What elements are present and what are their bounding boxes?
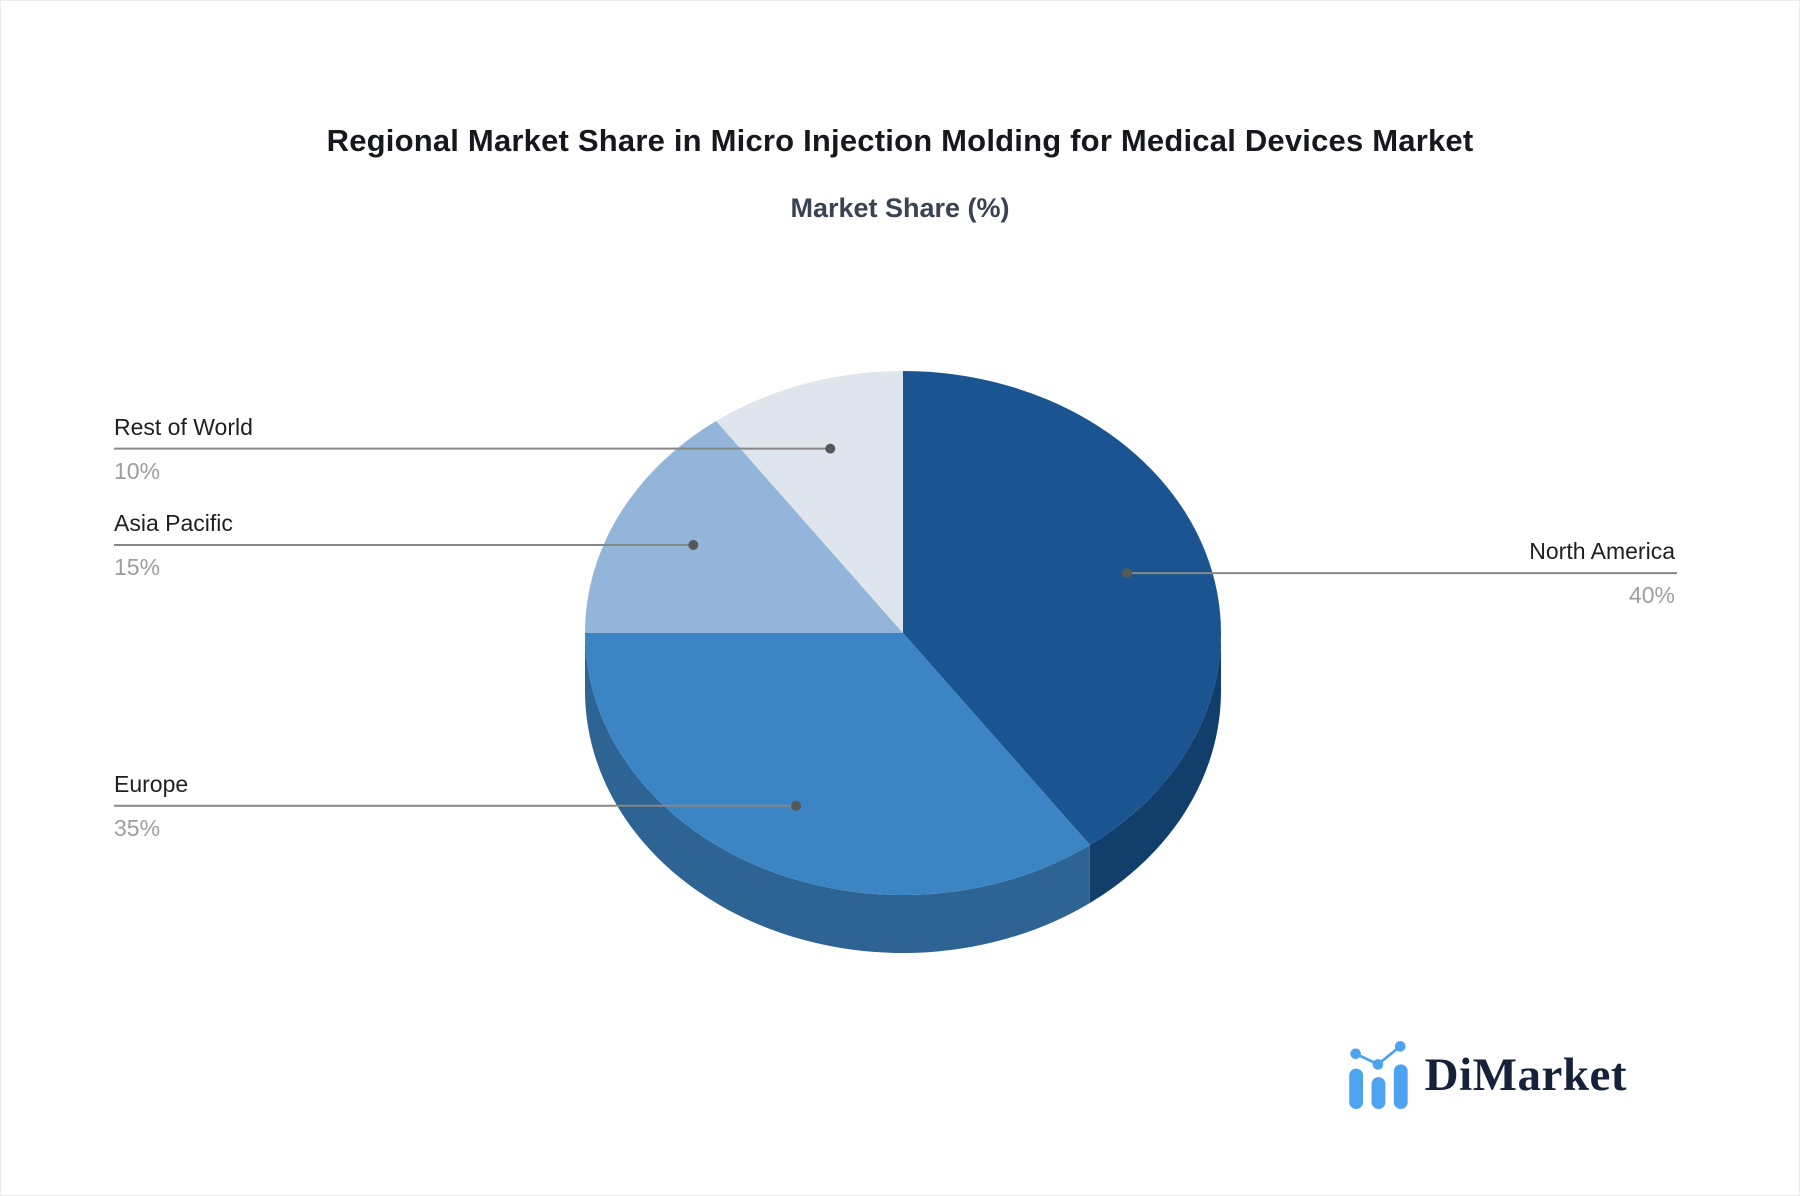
leader-dot-europe	[791, 800, 802, 811]
slice-label-north-america: North America	[1529, 538, 1675, 565]
chart-title: Regional Market Share in Micro Injection…	[326, 123, 1474, 158]
leader-dot-asia-pacific	[688, 539, 699, 550]
pie-slice-north-america[interactable]	[903, 371, 1221, 845]
slice-value-asia-pacific: 15%	[114, 553, 161, 580]
pie-slice-side-north-america	[1089, 633, 1221, 903]
slice-label-asia-pacific: Asia Pacific	[114, 509, 233, 536]
slice-value-north-america: 40%	[1628, 582, 1675, 609]
pie-slice-rest-of-world[interactable]	[716, 371, 903, 633]
brand-logo: DiMarket	[1347, 1039, 1627, 1111]
leader-dot-rest-of-world	[825, 443, 836, 454]
slice-label-rest-of-world: Rest of World	[114, 413, 253, 440]
leader-dot-north-america	[1121, 568, 1132, 579]
slice-value-rest-of-world: 10%	[114, 457, 161, 484]
pie-slice-asia-pacific[interactable]	[585, 421, 903, 633]
slice-label-europe: Europe	[114, 770, 189, 797]
bar-chart-logo-icon	[1348, 1041, 1408, 1109]
slice-value-europe: 35%	[114, 814, 161, 841]
brand-name: DiMarket	[1424, 1049, 1627, 1101]
pie-slice-side-europe	[585, 633, 1090, 954]
pie-slice-europe[interactable]	[585, 633, 1090, 895]
chart-subtitle: Market Share (%)	[790, 193, 1010, 223]
